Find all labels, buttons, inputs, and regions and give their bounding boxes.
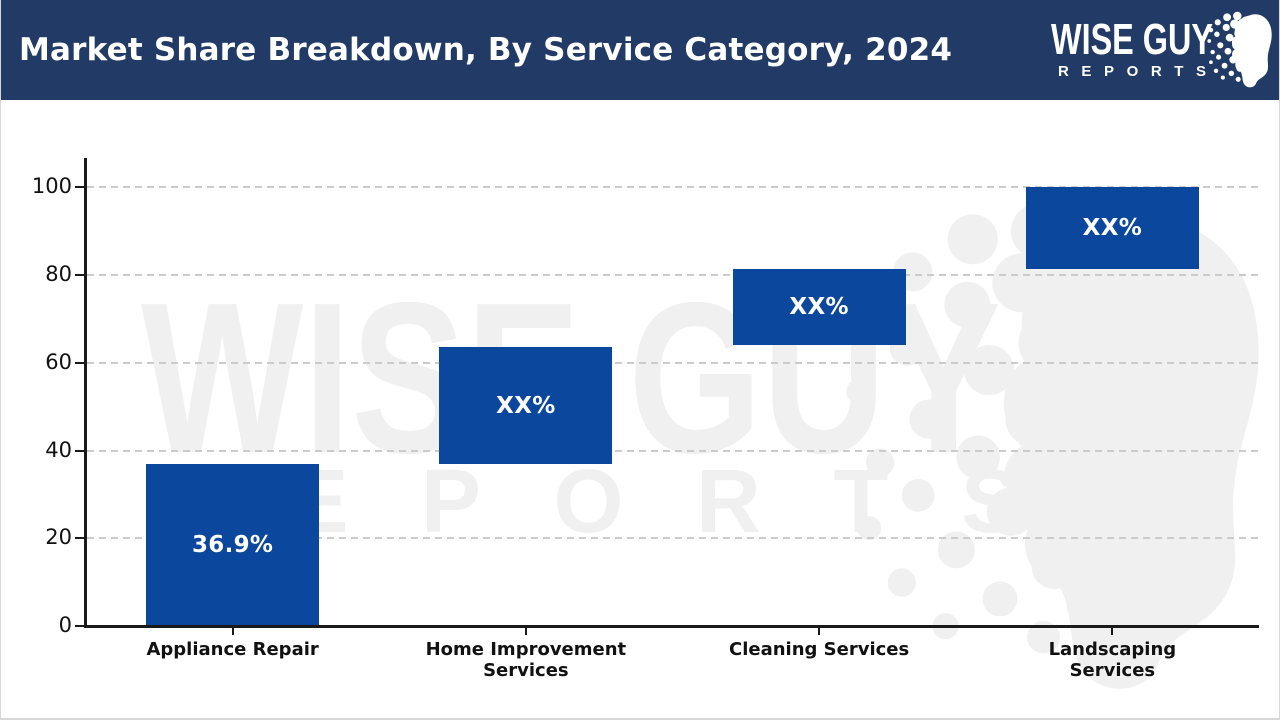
y-tick-mark <box>75 361 85 364</box>
y-tick-label: 80 <box>45 262 72 287</box>
x-tick-mark <box>1111 627 1114 635</box>
category-label-line: Appliance Repair <box>146 639 319 660</box>
bar: XX% <box>1025 187 1199 269</box>
bar: XX% <box>732 269 906 346</box>
chart-area: WISE GUY REPORTS 02040608010036.9%Applia… <box>1 100 1279 718</box>
category-label: Home Improvement Services <box>376 639 676 681</box>
header: Market Share Breakdown, By Service Categ… <box>1 0 1279 100</box>
category-label-line: Services <box>483 660 569 681</box>
x-axis-line <box>85 624 1259 628</box>
bar-value-label: XX% <box>1082 215 1143 242</box>
gridline <box>87 361 1259 364</box>
gridline <box>87 274 1259 277</box>
category-label: Cleaning Services <box>669 639 969 660</box>
y-axis-line <box>84 158 87 628</box>
bar-value-label: XX% <box>496 392 556 419</box>
wise-guy-logo: WISE GUY REPORTS <box>1051 11 1272 88</box>
watermark-face-icon <box>846 203 1259 689</box>
gridline <box>87 186 1259 189</box>
bar-value-label: 36.9% <box>191 532 274 559</box>
category-label-line: Landscaping <box>1048 639 1177 660</box>
y-tick-label: 40 <box>45 437 72 462</box>
y-tick-mark <box>75 274 85 277</box>
y-tick-label: 60 <box>45 349 72 374</box>
category-label: Landscaping Services <box>962 639 1262 681</box>
y-tick-mark <box>75 449 85 452</box>
y-tick-label: 0 <box>58 613 72 637</box>
logo-brand-text: WISE GUY <box>1051 15 1213 64</box>
y-tick-label: 20 <box>45 525 72 550</box>
gridline <box>87 449 1259 452</box>
y-tick-label: 100 <box>31 174 72 199</box>
logo-face-icon <box>1207 11 1272 88</box>
x-tick-mark <box>524 627 527 635</box>
page-title: Market Share Breakdown, By Service Categ… <box>19 32 953 68</box>
gridline <box>87 537 1259 540</box>
bar: XX% <box>439 347 613 464</box>
y-tick-mark <box>75 186 85 189</box>
y-tick-mark <box>75 625 85 627</box>
x-tick-mark <box>818 627 821 635</box>
y-tick-mark <box>75 537 85 540</box>
bar: 36.9% <box>146 464 320 626</box>
bar-value-label: XX% <box>789 294 849 321</box>
category-label-line: Services <box>1069 660 1156 681</box>
x-tick-mark <box>231 627 234 635</box>
category-label: Appliance Repair <box>83 639 383 660</box>
logo-sub-text: REPORTS <box>1058 63 1206 80</box>
category-label-line: Home Improvement <box>425 639 627 660</box>
category-label-line: Cleaning Services <box>729 639 910 660</box>
